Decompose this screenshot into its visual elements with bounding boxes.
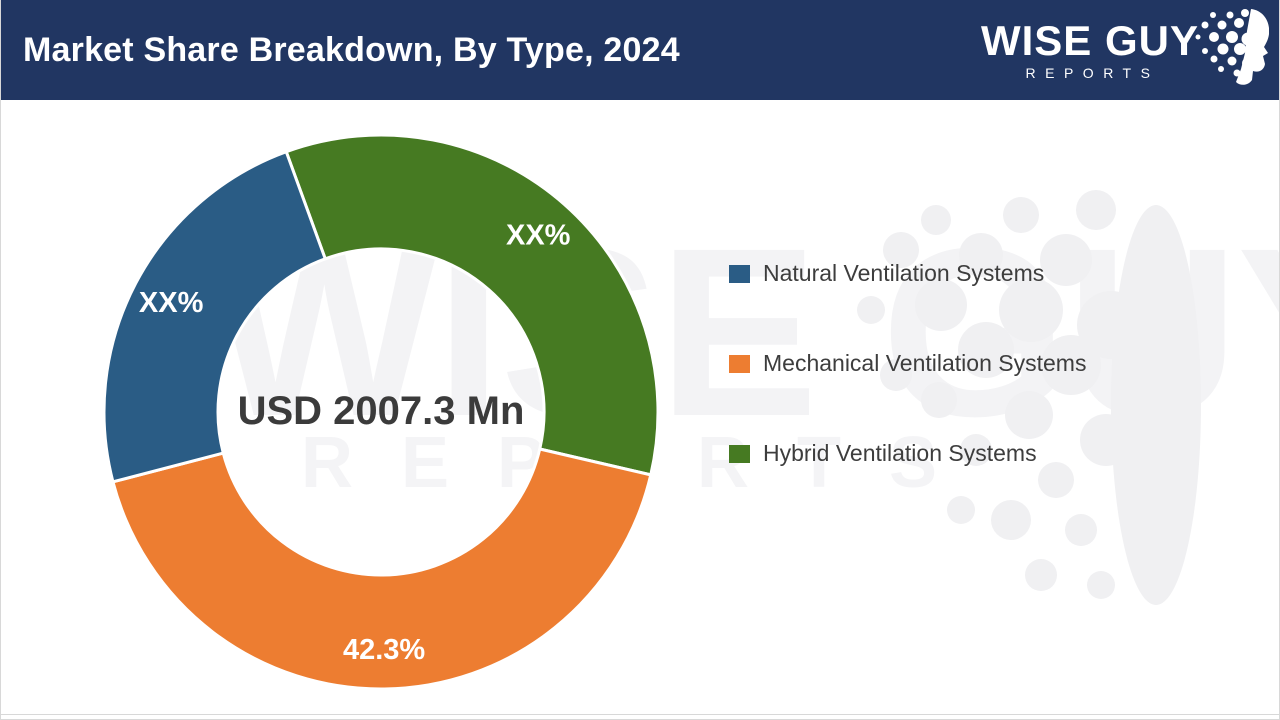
donut-chart[interactable]: XX% 42.3% XX% USD 2007.3 Mn — [101, 132, 661, 692]
slice-data-label: 42.3% — [343, 634, 425, 666]
watermark-face-icon — [857, 190, 1201, 605]
wise-guy-reports-logo: WISE GUY REPORTS — [981, 7, 1269, 93]
legend-swatch — [729, 264, 750, 283]
legend-label: Natural Ventilation Systems — [763, 260, 1045, 286]
legend-label: Hybrid Ventilation Systems — [763, 440, 1037, 466]
legend-item-1[interactable]: Mechanical Ventilation Systems — [729, 350, 1086, 377]
logo-subtitle: REPORTS — [1025, 64, 1160, 81]
bottom-divider — [1, 714, 1279, 715]
legend-swatch — [729, 444, 750, 463]
donut-slice-0[interactable] — [284, 133, 660, 477]
page-title: Market Share Breakdown, By Type, 2024 — [23, 30, 680, 69]
legend-item-0[interactable]: Natural Ventilation Systems — [729, 260, 1086, 287]
slice-data-label: XX% — [506, 220, 571, 252]
header-bar: Market Share Breakdown, By Type, 2024 WI… — [1, 0, 1279, 100]
logo-wordmark: WISE GUY REPORTS — [980, 16, 1199, 81]
legend-label: Mechanical Ventilation Systems — [763, 350, 1087, 376]
legend-item-2[interactable]: Hybrid Ventilation Systems — [729, 440, 1086, 467]
donut-center-value: USD 2007.3 Mn — [238, 389, 525, 433]
legend: Natural Ventilation Systems Mechanical Ve… — [729, 260, 1086, 467]
logo-face-icon — [1195, 9, 1269, 85]
slice-data-label: XX% — [139, 287, 204, 319]
legend-swatch — [729, 354, 750, 373]
logo-name: WISE GUY — [980, 16, 1199, 64]
donut-slice-1[interactable] — [111, 447, 653, 691]
donut-slice-2[interactable] — [102, 150, 327, 484]
